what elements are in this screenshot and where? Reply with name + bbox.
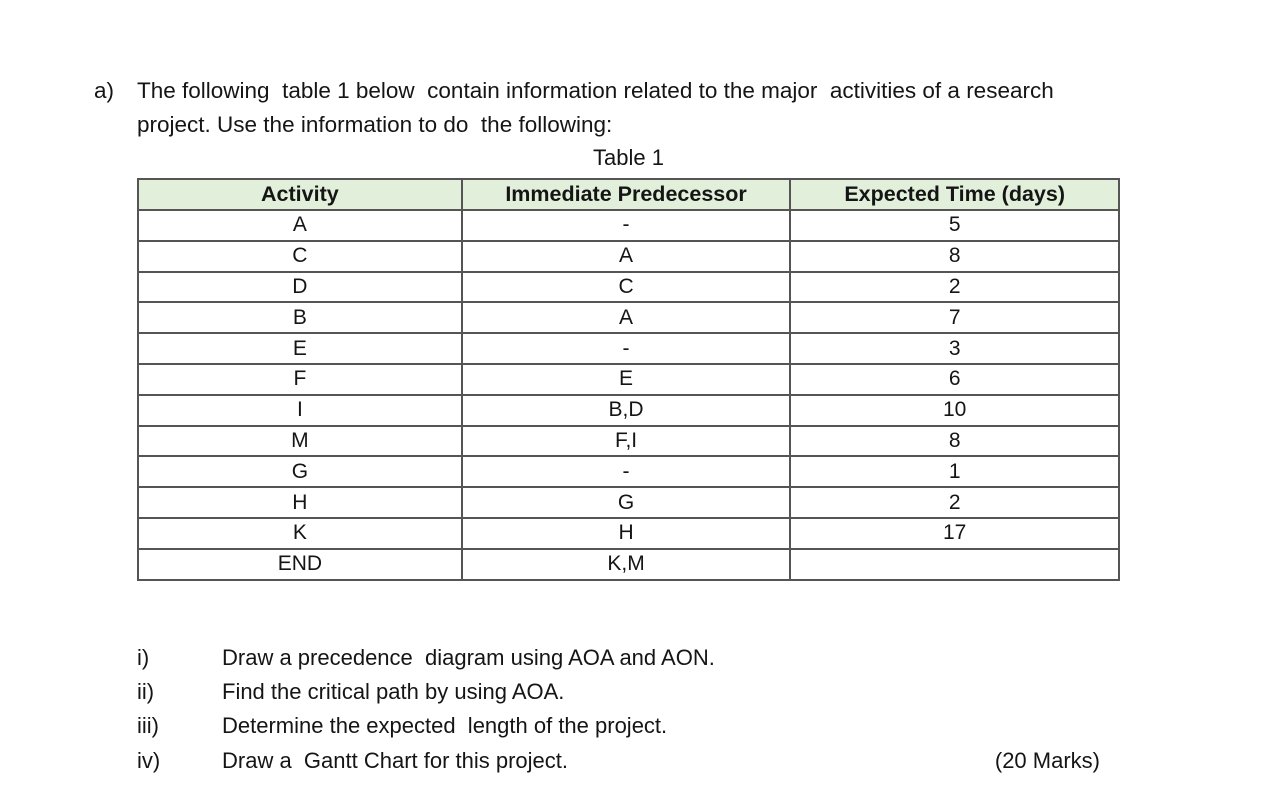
cell-expected-time: 2 [789,486,1120,519]
question-a: a) The following table 1 below contain i… [94,74,1137,142]
col-header-immediate-predecessor: Immediate Predecessor [460,178,792,211]
cell-expected-time: 2 [789,270,1120,304]
cell-expected-time: 8 [789,239,1120,273]
question-label: a) [94,78,115,103]
subquestion-numeral: iii) [137,713,159,739]
cell-activity: G [137,455,463,489]
cell-activity: F [137,362,463,396]
cell-activity: C [137,239,463,273]
cell-activity: A [137,209,463,242]
table-row: D C 2 [137,270,1120,304]
subquestion-i: i) Draw a precedence diagram using AOA a… [137,641,1100,675]
subquestion-text: Determine the expected length of the pro… [222,713,668,739]
cell-activity: I [137,393,463,427]
subquestion-ii: ii) Find the critical path by using AOA. [137,675,1100,709]
cell-predecessor: K,M [460,547,792,581]
cell-activity: B [137,301,463,335]
cell-expected-time: 1 [789,455,1120,489]
cell-predecessor: - [460,332,792,365]
table-row: H G 2 [137,486,1120,519]
table-row: C A 8 [137,239,1120,273]
cell-predecessor: C [460,270,792,304]
question-text: The following table 1 below contain info… [137,74,1137,142]
cell-predecessor: B,D [460,393,792,427]
table-row: F E 6 [137,362,1120,396]
cell-expected-time: 8 [789,424,1120,458]
cell-predecessor: - [460,455,792,489]
cell-predecessor: E [460,362,792,396]
cell-expected-time: 17 [789,516,1120,550]
subquestion-text: Find the critical path by using AOA. [222,679,565,705]
cell-activity: H [137,486,463,519]
cell-expected-time: 6 [789,362,1120,396]
marks-label: (20 Marks) [994,747,1100,773]
subquestion-numeral: iv) [137,747,161,773]
cell-activity: D [137,270,463,304]
subquestion-numeral: ii) [137,679,155,705]
subquestion-iv: iv) Draw a Gantt Chart for this project.… [137,744,1100,778]
subquestion-iii: iii) Determine the expected length of th… [137,709,1100,743]
table-caption: Table 1 [593,145,664,170]
cell-predecessor: - [460,209,792,242]
cell-activity: M [137,424,463,458]
activity-table: Activity Immediate Predecessor Expected … [137,178,1120,581]
question-line-1: The following table 1 below contain info… [137,78,1054,103]
table-row: A - 5 [137,209,1120,242]
col-header-activity: Activity [137,178,463,211]
cell-expected-time: 7 [789,301,1120,335]
cell-expected-time: 3 [789,332,1120,365]
subquestion-list: i) Draw a precedence diagram using AOA a… [137,641,1100,778]
cell-expected-time [789,547,1120,581]
table-row: END K,M [137,547,1120,581]
table-row: K H 17 [137,516,1120,550]
cell-predecessor: F,I [460,424,792,458]
subquestion-text: Draw a precedence diagram using AOA and … [222,645,715,670]
cell-activity: END [137,547,463,581]
table-header-row: Activity Immediate Predecessor Expected … [137,178,1120,211]
cell-predecessor: A [460,301,792,335]
cell-expected-time: 5 [789,209,1120,242]
question-line-2: project. Use the information to do the f… [137,112,613,137]
table-row: G - 1 [137,455,1120,489]
table-row: I B,D 10 [137,393,1120,427]
cell-activity: K [137,516,463,550]
col-header-expected-time: Expected Time (days) [789,178,1120,211]
table-row: B A 7 [137,301,1120,335]
table-row: M F,I 8 [137,424,1120,458]
subquestion-numeral: i) [137,645,150,670]
cell-predecessor: H [460,516,792,550]
cell-predecessor: G [460,486,792,519]
table-row: E - 3 [137,332,1120,365]
cell-expected-time: 10 [789,393,1120,427]
subquestion-text: Draw a Gantt Chart for this project. [222,747,569,773]
cell-predecessor: A [460,239,792,273]
cell-activity: E [137,332,463,365]
